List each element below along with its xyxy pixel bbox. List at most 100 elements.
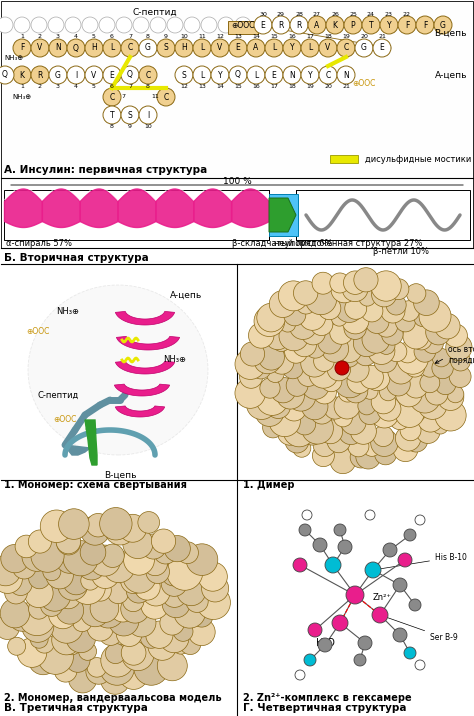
Circle shape xyxy=(121,66,139,84)
Text: Q: Q xyxy=(235,70,241,79)
Text: N: N xyxy=(55,44,61,52)
Circle shape xyxy=(404,374,428,398)
Circle shape xyxy=(31,539,64,572)
Circle shape xyxy=(409,599,421,611)
Circle shape xyxy=(246,390,277,420)
Circle shape xyxy=(161,571,187,596)
Circle shape xyxy=(117,623,140,646)
Circle shape xyxy=(0,599,30,628)
Circle shape xyxy=(63,541,98,576)
Circle shape xyxy=(326,16,344,34)
Circle shape xyxy=(48,17,64,33)
Circle shape xyxy=(446,334,472,361)
Circle shape xyxy=(284,340,308,363)
Circle shape xyxy=(360,365,383,389)
Circle shape xyxy=(294,413,316,435)
Circle shape xyxy=(449,366,471,387)
Circle shape xyxy=(285,429,309,453)
Text: L: L xyxy=(254,70,258,79)
Circle shape xyxy=(193,39,211,57)
Circle shape xyxy=(302,510,312,520)
Circle shape xyxy=(435,374,456,395)
Circle shape xyxy=(414,341,436,362)
Circle shape xyxy=(289,312,317,339)
Circle shape xyxy=(123,560,156,593)
Circle shape xyxy=(312,445,334,467)
Circle shape xyxy=(318,638,332,652)
Circle shape xyxy=(160,611,184,635)
Circle shape xyxy=(90,545,120,576)
Circle shape xyxy=(191,604,213,627)
Text: E: E xyxy=(380,44,384,52)
Circle shape xyxy=(330,273,350,293)
Circle shape xyxy=(121,39,139,57)
Text: Y: Y xyxy=(308,70,312,79)
Circle shape xyxy=(0,563,22,594)
Circle shape xyxy=(59,509,89,539)
Circle shape xyxy=(266,394,291,418)
Circle shape xyxy=(325,557,341,573)
Circle shape xyxy=(371,429,398,457)
Text: ⊕OOC: ⊕OOC xyxy=(231,21,255,29)
Polygon shape xyxy=(269,198,296,232)
Circle shape xyxy=(254,16,272,34)
Circle shape xyxy=(82,17,98,33)
Bar xyxy=(4,190,269,240)
Circle shape xyxy=(313,433,336,457)
Circle shape xyxy=(186,543,218,576)
Circle shape xyxy=(142,578,170,606)
Text: 21: 21 xyxy=(378,34,386,39)
Circle shape xyxy=(58,571,88,600)
Circle shape xyxy=(260,378,280,398)
Text: 7: 7 xyxy=(128,84,132,89)
Circle shape xyxy=(310,400,334,424)
Circle shape xyxy=(31,17,47,33)
Circle shape xyxy=(103,39,121,57)
Circle shape xyxy=(344,317,366,339)
Circle shape xyxy=(334,393,360,419)
Circle shape xyxy=(141,534,166,559)
Circle shape xyxy=(157,651,187,681)
Circle shape xyxy=(290,16,308,34)
Circle shape xyxy=(77,551,106,580)
Circle shape xyxy=(100,508,132,540)
Circle shape xyxy=(363,438,381,456)
Circle shape xyxy=(273,334,290,352)
Circle shape xyxy=(254,306,285,337)
Text: E: E xyxy=(236,44,240,52)
Polygon shape xyxy=(117,337,180,350)
Circle shape xyxy=(390,410,410,430)
Circle shape xyxy=(247,39,265,57)
Text: NH₃⊕: NH₃⊕ xyxy=(12,94,32,100)
Circle shape xyxy=(39,579,71,611)
Text: 3: 3 xyxy=(56,34,60,39)
Text: R: R xyxy=(37,70,43,79)
Text: 23: 23 xyxy=(385,11,393,16)
Circle shape xyxy=(301,321,325,345)
Circle shape xyxy=(337,66,355,84)
Circle shape xyxy=(157,88,175,106)
Circle shape xyxy=(331,310,347,326)
Circle shape xyxy=(133,17,149,33)
Text: E: E xyxy=(261,21,265,29)
Text: 2: 2 xyxy=(38,34,42,39)
Circle shape xyxy=(283,66,301,84)
Circle shape xyxy=(270,350,294,374)
Text: 30: 30 xyxy=(259,11,267,16)
Circle shape xyxy=(1,544,29,573)
Circle shape xyxy=(167,554,203,590)
Circle shape xyxy=(151,529,176,553)
Text: 16: 16 xyxy=(288,34,296,39)
Circle shape xyxy=(432,349,450,367)
Circle shape xyxy=(358,636,372,650)
Circle shape xyxy=(134,574,160,600)
Circle shape xyxy=(143,551,167,576)
Text: ⊕OOC: ⊕OOC xyxy=(53,415,77,425)
Circle shape xyxy=(123,528,153,558)
Circle shape xyxy=(365,309,389,334)
Circle shape xyxy=(279,321,309,351)
Text: 8: 8 xyxy=(146,84,150,89)
Circle shape xyxy=(86,659,111,684)
Circle shape xyxy=(67,66,85,84)
Text: 10: 10 xyxy=(144,123,152,128)
